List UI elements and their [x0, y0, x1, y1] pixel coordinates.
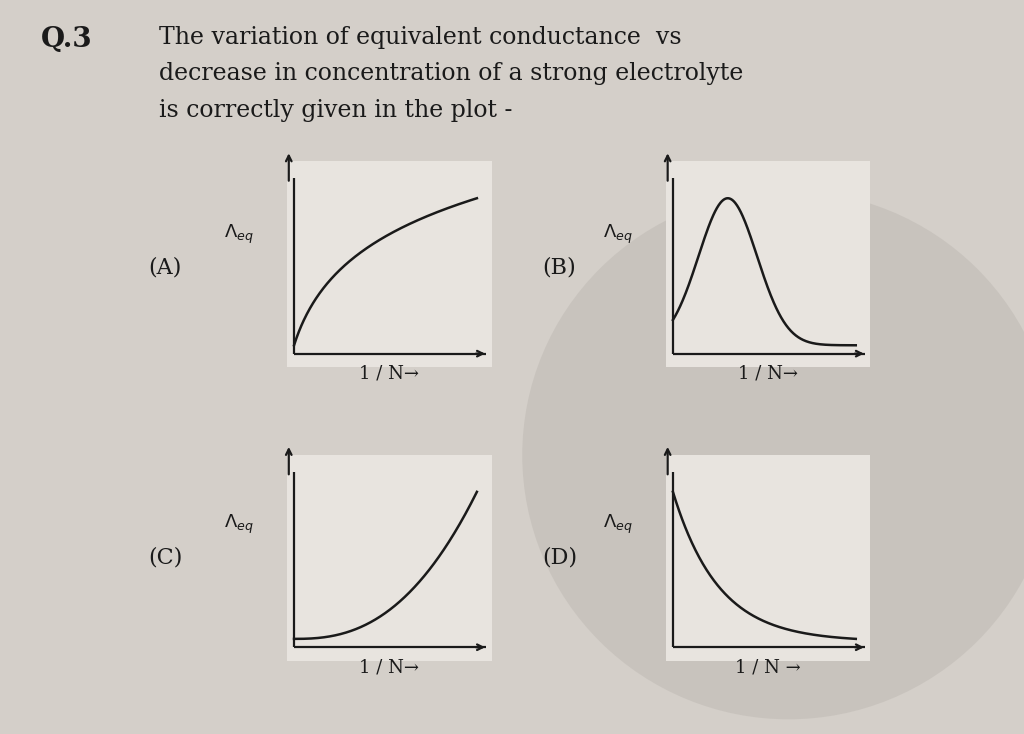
Text: decrease in concentration of a strong electrolyte: decrease in concentration of a strong el…	[159, 62, 743, 85]
Text: 1 / N→: 1 / N→	[359, 658, 419, 676]
Text: $\Lambda_{eq}$: $\Lambda_{eq}$	[603, 513, 633, 537]
Text: Q.3: Q.3	[41, 26, 92, 53]
Text: (A): (A)	[148, 257, 182, 279]
Text: $\Lambda_{eq}$: $\Lambda_{eq}$	[224, 223, 254, 247]
Text: $\Lambda_{eq}$: $\Lambda_{eq}$	[603, 223, 633, 247]
Text: is correctly given in the plot -: is correctly given in the plot -	[159, 99, 512, 122]
Text: 1 / N→: 1 / N→	[359, 365, 419, 382]
Text: (D): (D)	[543, 547, 578, 569]
Text: The variation of equivalent conductance  vs: The variation of equivalent conductance …	[159, 26, 681, 48]
Text: 1 / N →: 1 / N →	[735, 658, 801, 676]
Text: (B): (B)	[543, 257, 577, 279]
Text: $\Lambda_{eq}$: $\Lambda_{eq}$	[224, 513, 254, 537]
Text: 1 / N→: 1 / N→	[738, 365, 798, 382]
Text: (C): (C)	[148, 547, 183, 569]
